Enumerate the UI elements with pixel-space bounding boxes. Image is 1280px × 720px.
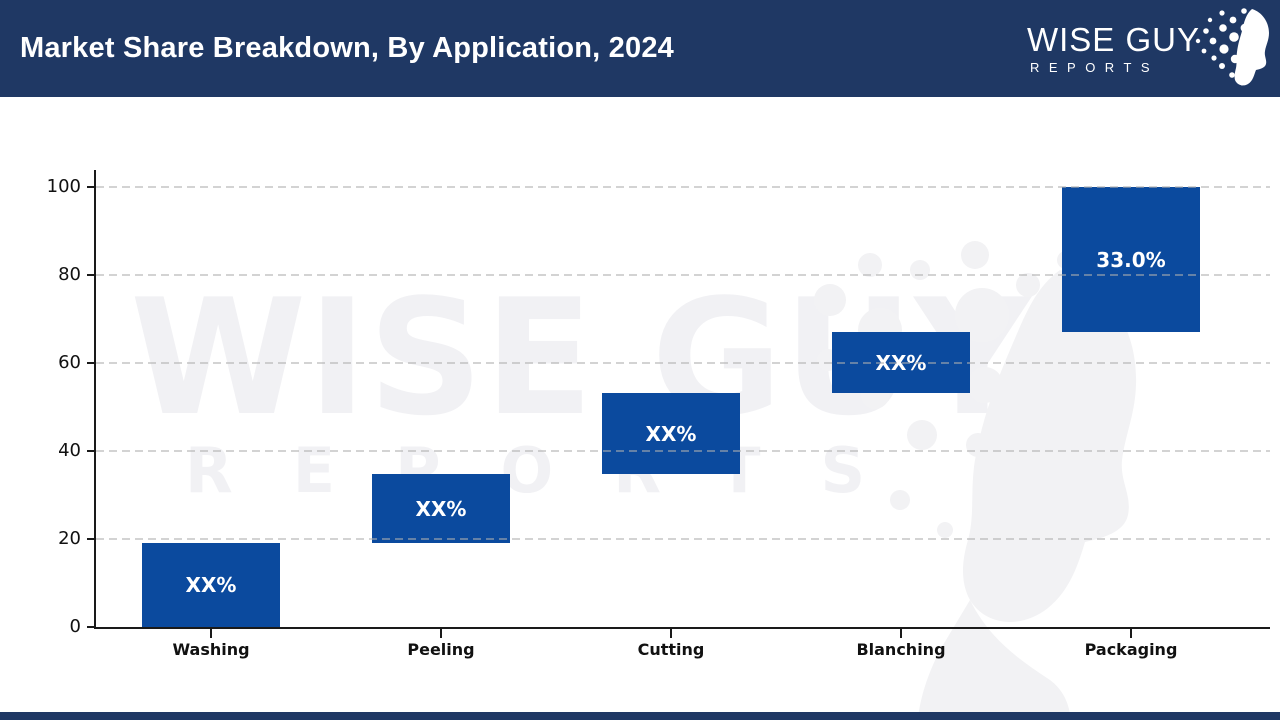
y-tick-100: [87, 186, 96, 188]
y-tick-label-60: 60: [58, 352, 81, 373]
x-tick-label-cutting: Cutting: [637, 640, 705, 659]
bar-value-label: XX%: [645, 421, 697, 446]
x-tick-blanching: [900, 629, 902, 638]
bar-cutting: XX%: [602, 392, 740, 475]
y-tick-label-80: 80: [58, 264, 81, 285]
bar-washing: XX%: [142, 543, 280, 627]
y-tick-80: [87, 274, 96, 276]
gridline-60: [96, 362, 1270, 364]
brand-name: WISE GUY: [1026, 21, 1200, 58]
x-tick-label-blanching: Blanching: [856, 640, 946, 659]
x-tick-peeling: [440, 629, 442, 638]
y-tick-label-100: 100: [46, 176, 81, 197]
bar-value-label: XX%: [185, 573, 237, 598]
y-tick-40: [87, 450, 96, 452]
brand-logo: WISE GUY REPORTS: [1027, 4, 1272, 94]
x-tick-label-packaging: Packaging: [1084, 640, 1178, 659]
footer-bar: [0, 712, 1280, 720]
y-tick-label-40: 40: [58, 440, 81, 461]
y-tick-label-20: 20: [58, 528, 81, 549]
gridline-20: [96, 538, 1270, 540]
y-tick-60: [87, 362, 96, 364]
x-tick-washing: [210, 629, 212, 638]
y-tick-20: [87, 538, 96, 540]
x-tick-cutting: [670, 629, 672, 638]
dotted-head-logo-icon: [1186, 3, 1272, 95]
page-title: Market Share Breakdown, By Application, …: [20, 32, 674, 64]
header-bar: Market Share Breakdown, By Application, …: [0, 0, 1280, 97]
bar-peeling: XX%: [372, 474, 510, 544]
brand-logo-text: WISE GUY REPORTS: [1027, 23, 1200, 75]
bar-value-label: 33.0%: [1096, 247, 1166, 272]
gridline-80: [96, 274, 1270, 276]
y-axis-spine: [94, 170, 96, 629]
watermark-reports-text: REPORTS: [185, 434, 926, 507]
bar-value-label: XX%: [415, 496, 467, 521]
x-axis-spine: [94, 627, 1270, 629]
y-tick-0: [87, 626, 96, 628]
gridline-100: [96, 186, 1270, 188]
x-tick-label-peeling: Peeling: [407, 640, 475, 659]
brand-subname: REPORTS: [1029, 60, 1160, 75]
x-tick-label-washing: Washing: [172, 640, 250, 659]
x-tick-packaging: [1130, 629, 1132, 638]
gridline-40: [96, 450, 1270, 452]
bar-packaging: 33.0%: [1062, 187, 1200, 333]
y-tick-label-0: 0: [69, 616, 81, 637]
